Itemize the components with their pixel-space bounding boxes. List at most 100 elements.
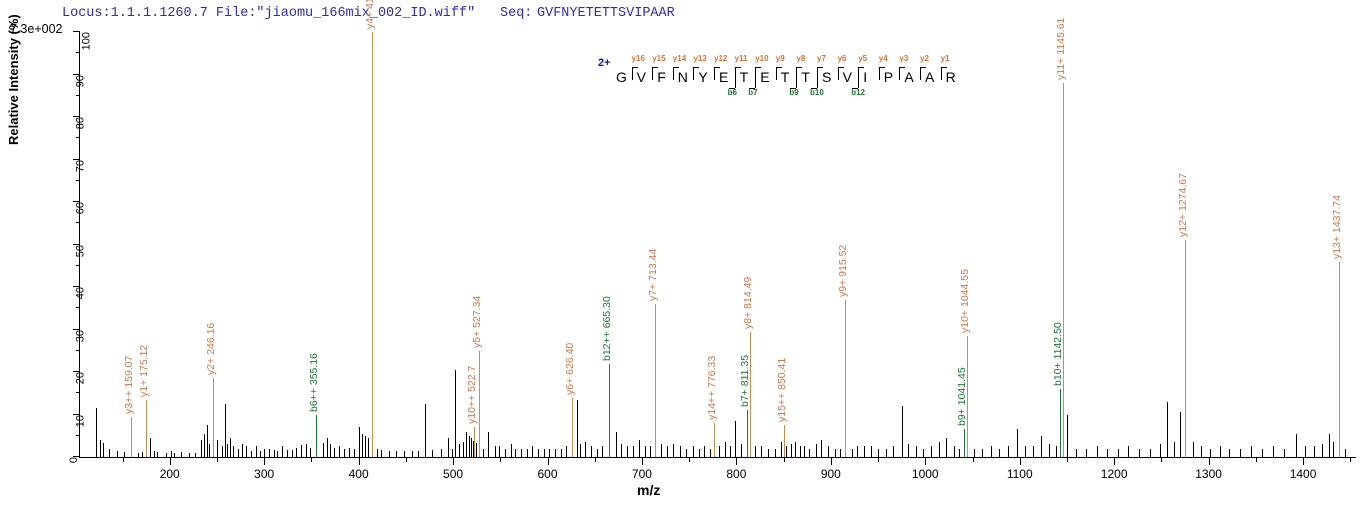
peak-label: y5+ 527.34 xyxy=(470,295,483,348)
spectrum-peak xyxy=(878,448,880,457)
spectrum-peak xyxy=(596,448,598,457)
y-axis-tick xyxy=(73,73,80,75)
annotated-peak-b-ion xyxy=(1059,389,1061,457)
annotated-peak-y-ion xyxy=(845,299,847,457)
y-axis-tick-label: 70 xyxy=(74,159,87,172)
peak-label: y14++ 776.33 xyxy=(706,355,719,420)
sequence-value: GVFNYETETTSVIPAAR xyxy=(537,6,675,21)
y-axis-tick xyxy=(76,94,80,96)
spectrum-peak xyxy=(458,444,460,457)
spectrum-peak xyxy=(815,444,817,457)
spectrum-peak xyxy=(1066,414,1068,457)
y-axis-tick xyxy=(76,179,80,181)
y-axis-tick-label: 20 xyxy=(74,372,87,385)
spectrum-peak xyxy=(626,446,628,457)
spectrum-peak xyxy=(255,446,257,457)
spectrum-peak xyxy=(1344,448,1346,457)
spectrum-peak xyxy=(181,451,183,457)
spectrum-peak xyxy=(368,437,370,457)
spectrum-peak xyxy=(475,443,477,457)
sequence-residue: E xyxy=(719,69,729,85)
spectrum-peak xyxy=(780,442,782,457)
spectrum-peak xyxy=(1239,448,1241,457)
spectrum-peak xyxy=(729,446,731,457)
spectrum-peak xyxy=(1076,448,1078,457)
sequence-residue: Y xyxy=(698,69,708,85)
spectrum-peak xyxy=(667,446,669,457)
peak-label: y1+ 175.12 xyxy=(138,344,151,397)
spectrum-peak xyxy=(1328,433,1330,457)
spectrum-peak xyxy=(188,452,190,457)
spectrum-peak xyxy=(170,450,172,457)
spectrum-peak xyxy=(741,444,743,457)
x-axis-tick-label: 1300 xyxy=(1195,467,1222,481)
spectrum-peak xyxy=(418,450,420,457)
sequence-residue: A xyxy=(925,69,935,85)
x-axis-tick-label: 200 xyxy=(159,467,180,481)
base-peak-intensity-scale: 7.3e+002 xyxy=(10,22,63,36)
spectrum-peak xyxy=(1040,435,1042,457)
x-axis-tick-label: 600 xyxy=(537,467,558,481)
spectrum-peak xyxy=(560,448,562,457)
x-axis-tick-label: 1100 xyxy=(1006,467,1033,481)
spectrum-peak xyxy=(760,446,762,457)
spectrum-peak xyxy=(602,446,604,457)
y-axis-tick-label: 30 xyxy=(74,329,87,342)
spectrum-peak xyxy=(334,447,336,457)
spectrum-peak xyxy=(376,448,378,457)
y-axis-tick xyxy=(73,158,80,160)
peak-label: b7+ 811.35 xyxy=(739,355,752,408)
spectrum-peak xyxy=(365,435,367,457)
spectrum-peak xyxy=(301,445,302,457)
y-ion-tag: y13 xyxy=(693,54,707,63)
b-ion-tag: b7 xyxy=(748,88,758,97)
x-axis-tick xyxy=(1208,457,1210,465)
spectrum-peak xyxy=(698,448,700,457)
spectrum-peak xyxy=(1173,442,1175,457)
spectrum-peak xyxy=(566,446,568,457)
spectrum-peak xyxy=(343,448,345,457)
x-axis-tick-label: 1200 xyxy=(1100,467,1128,481)
sequence-residue: G xyxy=(616,69,627,85)
peak-label: b10+ 1142.50 xyxy=(1051,322,1064,386)
b-ion-tag: b10 xyxy=(810,88,824,97)
spectrum-peak xyxy=(1055,446,1057,457)
spectrum-peak xyxy=(432,450,434,457)
y-axis-tick xyxy=(73,243,80,245)
x-axis-tick-label: 800 xyxy=(726,467,747,481)
x-axis-tick xyxy=(641,457,643,465)
spectrum-peak xyxy=(834,448,836,457)
x-axis-tick xyxy=(1114,457,1116,465)
sequence-residue: V xyxy=(636,69,646,85)
spectrum-peak xyxy=(173,452,175,457)
spectrum-peak xyxy=(224,403,226,457)
spectrum-peak xyxy=(221,446,223,457)
spectrum-peak xyxy=(974,448,976,457)
spectrum-peak xyxy=(915,446,917,457)
spectrum-peak xyxy=(679,446,681,457)
y-axis-tick xyxy=(76,222,80,224)
b-ion-tag: b6 xyxy=(727,88,737,97)
spectrum-peak xyxy=(786,446,788,457)
spectrum-peak xyxy=(322,443,324,457)
spectrum-peak xyxy=(452,448,454,457)
peak-label: y6+ 626.40 xyxy=(564,342,577,395)
spectrum-peak xyxy=(901,406,903,457)
spectrum-peak xyxy=(579,444,581,457)
spectrum-peak xyxy=(639,440,641,457)
spectrum-peak xyxy=(538,448,540,457)
spectrum-peak xyxy=(840,448,842,457)
spectrum-peak xyxy=(1032,446,1034,457)
x-axis-tick xyxy=(736,457,738,465)
y-ion-tag: y1 xyxy=(940,54,950,63)
x-axis-tick xyxy=(547,457,549,465)
spectrum-peak xyxy=(1209,448,1211,457)
y-ion-tag: y16 xyxy=(631,54,645,63)
spectrum-peak xyxy=(885,448,887,457)
annotated-peak-y-ion xyxy=(750,331,752,457)
spectrum-peak xyxy=(709,448,711,457)
spectrum-peak xyxy=(791,444,793,457)
y-axis-tick xyxy=(73,116,80,117)
spectrum-peak xyxy=(296,447,298,457)
spectrum-peak xyxy=(725,442,727,457)
